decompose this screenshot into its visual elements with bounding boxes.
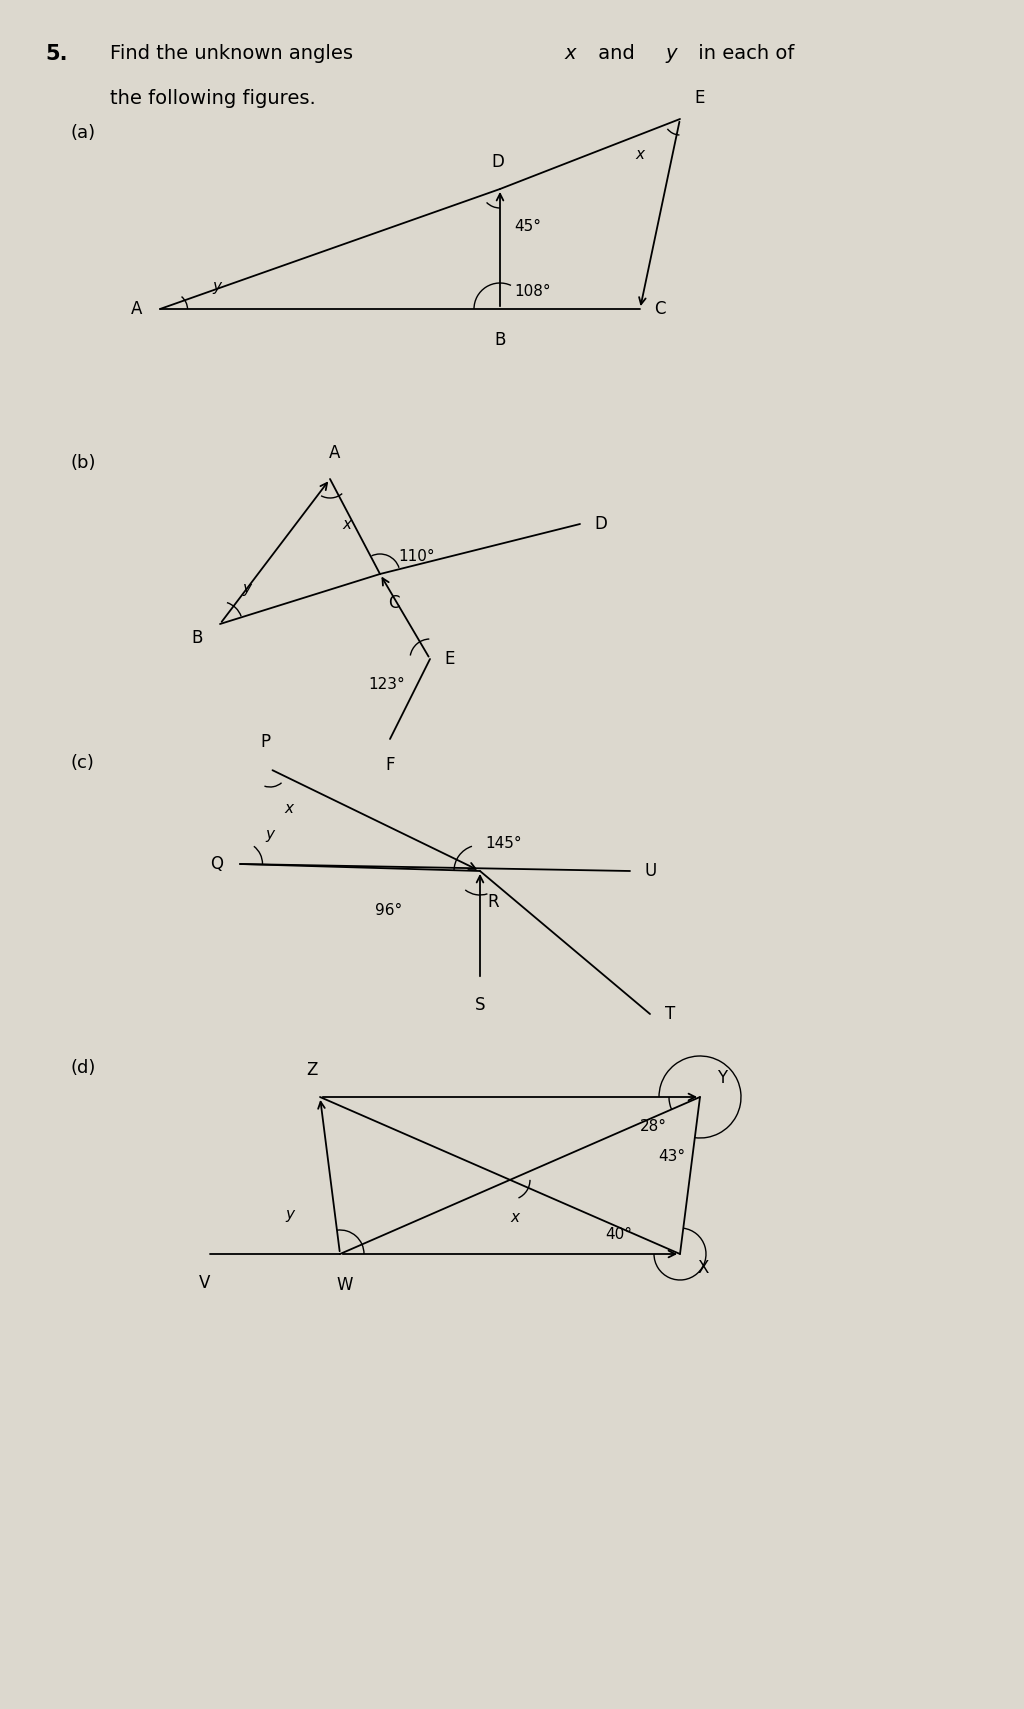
Text: Y: Y	[717, 1070, 727, 1087]
Text: A: A	[131, 301, 142, 318]
Text: D: D	[492, 154, 505, 171]
Text: (b): (b)	[70, 455, 95, 472]
Text: S: S	[475, 996, 485, 1013]
Text: X: X	[697, 1260, 709, 1277]
Text: in each of: in each of	[692, 44, 795, 63]
Text: 96°: 96°	[375, 902, 402, 918]
Text: P: P	[260, 733, 270, 750]
Text: R: R	[487, 894, 499, 911]
Text: 40°: 40°	[605, 1227, 632, 1242]
Text: x: x	[565, 44, 577, 63]
Text: 123°: 123°	[368, 677, 404, 692]
Text: y: y	[265, 827, 274, 843]
Text: 108°: 108°	[514, 284, 551, 299]
Text: V: V	[200, 1273, 211, 1292]
Text: the following figures.: the following figures.	[110, 89, 315, 108]
Text: C: C	[654, 301, 666, 318]
Text: x: x	[636, 147, 644, 162]
Text: Q: Q	[210, 854, 223, 873]
Text: A: A	[330, 444, 341, 461]
Text: y: y	[285, 1207, 294, 1222]
Text: x: x	[284, 802, 293, 815]
Text: (a): (a)	[70, 125, 95, 142]
Text: 145°: 145°	[485, 836, 521, 851]
Text: y: y	[242, 581, 251, 596]
Text: y: y	[665, 44, 677, 63]
Text: (c): (c)	[70, 754, 94, 772]
Text: x: x	[342, 518, 351, 531]
Text: T: T	[665, 1005, 675, 1024]
Text: B: B	[191, 629, 203, 648]
Text: and: and	[592, 44, 641, 63]
Text: (d): (d)	[70, 1060, 95, 1077]
Text: 28°: 28°	[640, 1119, 667, 1135]
Text: 5.: 5.	[45, 44, 68, 63]
Text: 43°: 43°	[658, 1148, 685, 1164]
Text: Find the unknown angles: Find the unknown angles	[110, 44, 359, 63]
Text: E: E	[694, 89, 705, 108]
Text: D: D	[594, 514, 607, 533]
Text: F: F	[385, 755, 394, 774]
Text: C: C	[388, 595, 399, 612]
Text: 110°: 110°	[398, 549, 434, 564]
Text: Z: Z	[306, 1061, 317, 1078]
Text: W: W	[337, 1277, 353, 1294]
Text: x: x	[511, 1210, 519, 1225]
Text: B: B	[495, 332, 506, 349]
Text: U: U	[645, 861, 657, 880]
Text: y: y	[212, 279, 221, 294]
Text: 45°: 45°	[514, 219, 541, 234]
Text: E: E	[444, 649, 455, 668]
